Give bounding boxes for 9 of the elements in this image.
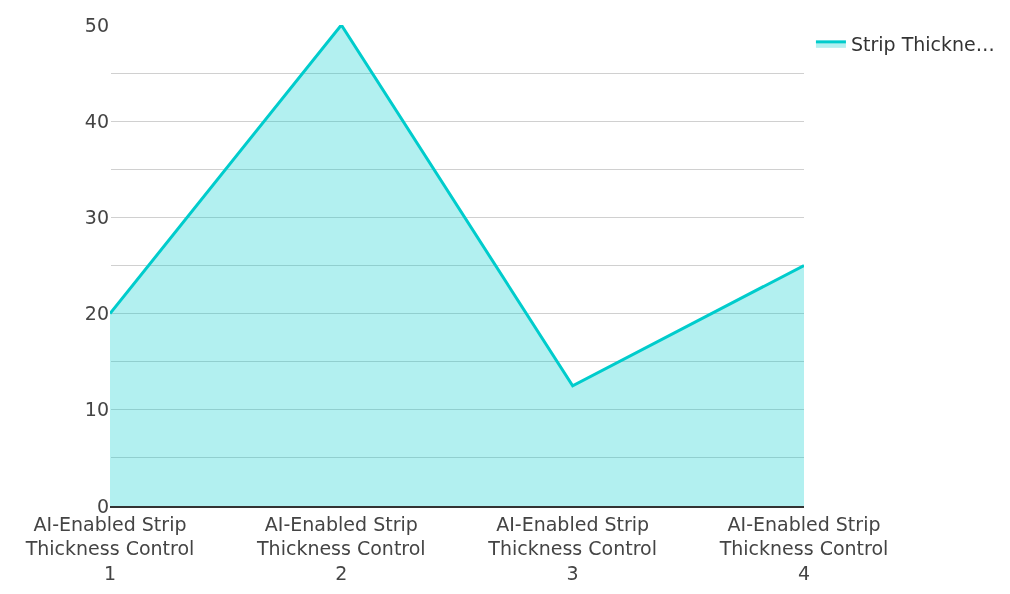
x-tick-label: AI-Enabled Strip Thickness Control 3 xyxy=(487,512,657,584)
y-tick-label: 10 xyxy=(84,398,109,421)
y-tick-label: 50 xyxy=(84,13,109,36)
x-tick-label: AI-Enabled Strip Thickness Control 4 xyxy=(718,512,889,584)
legend-label: Strip Thickne… xyxy=(850,33,995,56)
y-tick-label: 40 xyxy=(84,109,109,132)
x-tick-label: AI-Enabled Strip Thickness Control 2 xyxy=(256,512,426,584)
y-tick-label: 20 xyxy=(84,302,109,325)
y-tick-label: 30 xyxy=(84,206,109,229)
